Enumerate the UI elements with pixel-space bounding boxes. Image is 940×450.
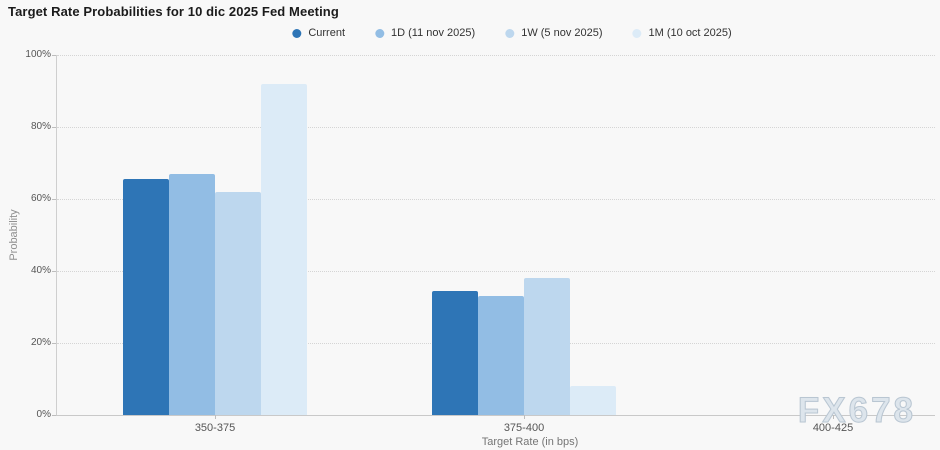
y-tickmark-0 <box>52 415 56 416</box>
x-tickmark-350-375 <box>215 415 216 419</box>
y-tick-label-0: 0% <box>36 409 51 420</box>
bar-375-400-Current[interactable] <box>432 290 478 415</box>
legend-item-current[interactable]: Current <box>292 27 345 39</box>
watermark: FX678 <box>797 391 916 430</box>
y-tick-label-100: 100% <box>25 49 51 60</box>
bar-375-400-1D (11 nov 2025)[interactable] <box>478 296 524 415</box>
legend-item-1m[interactable]: 1M (10 oct 2025) <box>632 27 732 39</box>
y-tick-label-20: 20% <box>30 337 51 348</box>
chart-title: Target Rate Probabilities for 10 dic 202… <box>8 4 339 19</box>
x-axis-title: Target Rate (in bps) <box>481 436 579 448</box>
y-tickmark-80 <box>52 127 56 128</box>
legend-label-1m: 1M (10 oct 2025) <box>648 27 732 39</box>
y-axis-title: Probability <box>8 209 20 261</box>
x-tickmark-375-400 <box>524 415 525 419</box>
legend-swatch-1w-icon <box>505 28 515 38</box>
bar-350-375-1W (5 nov 2025)[interactable] <box>215 191 261 415</box>
y-tick-label-80: 80% <box>30 121 51 132</box>
bar-375-400-1M (10 oct 2025)[interactable] <box>570 386 616 415</box>
legend-swatch-1m-icon <box>632 28 642 38</box>
bar-375-400-1W (5 nov 2025)[interactable] <box>524 278 570 415</box>
legend-label-1d: 1D (11 nov 2025) <box>391 27 476 39</box>
gridline-60 <box>57 199 935 200</box>
y-tickmark-40 <box>52 271 56 272</box>
gridline-80 <box>57 127 935 128</box>
chart-legend: Current 1D (11 nov 2025) 1W (5 nov 2025)… <box>292 27 732 39</box>
y-tickmark-100 <box>52 55 56 56</box>
y-tick-label-40: 40% <box>30 265 51 276</box>
legend-item-1w[interactable]: 1W (5 nov 2025) <box>505 27 603 39</box>
legend-label-1w: 1W (5 nov 2025) <box>521 27 603 39</box>
legend-item-1d[interactable]: 1D (11 nov 2025) <box>375 27 475 39</box>
bar-350-375-Current[interactable] <box>123 179 169 415</box>
x-category-label-375-400: 375-400 <box>503 422 545 434</box>
bar-350-375-1M (10 oct 2025)[interactable] <box>261 83 307 415</box>
x-axis-baseline <box>56 415 935 416</box>
x-category-label-400-425: 400-425 <box>812 422 854 434</box>
y-tick-label-60: 60% <box>30 193 51 204</box>
gridline-40 <box>57 271 935 272</box>
y-tickmark-60 <box>52 199 56 200</box>
legend-swatch-current-icon <box>292 28 302 38</box>
gridline-100 <box>57 55 935 56</box>
x-tickmark-400-425 <box>833 415 834 419</box>
y-tickmark-20 <box>52 343 56 344</box>
legend-label-current: Current <box>308 27 346 39</box>
legend-swatch-1d-icon <box>375 28 385 38</box>
x-category-label-350-375: 350-375 <box>194 422 236 434</box>
y-axis-line <box>56 55 57 415</box>
bar-350-375-1D (11 nov 2025)[interactable] <box>169 173 215 415</box>
